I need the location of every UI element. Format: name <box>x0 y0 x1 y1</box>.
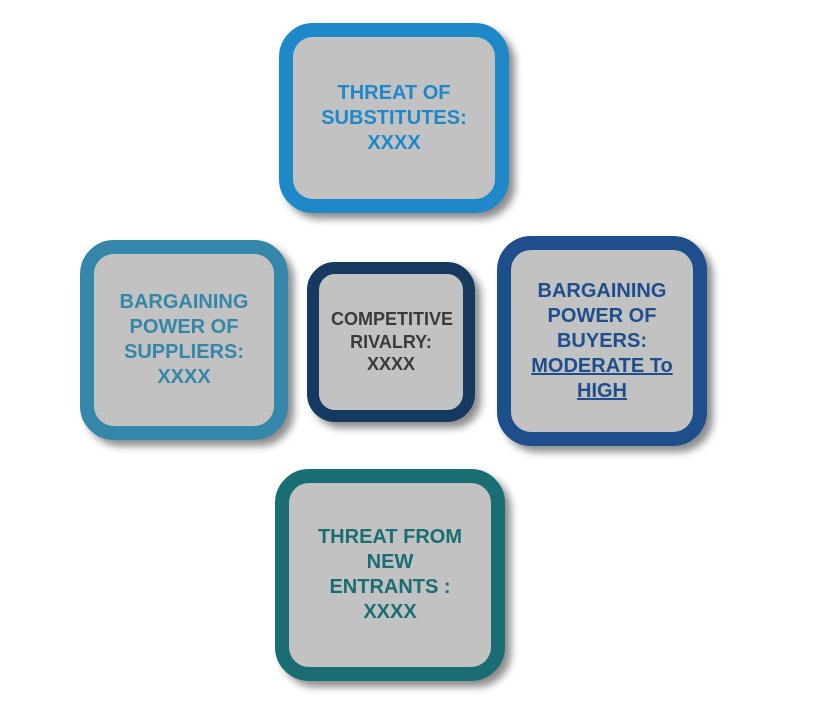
line: SUBSTITUTES: <box>321 107 467 129</box>
line: XXXX <box>367 354 415 374</box>
line: RIVALRY: <box>350 332 432 352</box>
line: BARGAINING <box>538 280 667 302</box>
line: NEW <box>367 551 414 573</box>
line: HIGH <box>577 380 627 402</box>
force-label: THREAT OF SUBSTITUTES: XXXX <box>305 81 483 156</box>
force-label: BARGAINING POWER OF SUPPLIERS: XXXX <box>106 290 262 390</box>
line: POWER OF <box>548 305 657 327</box>
line: BUYERS: <box>557 330 647 352</box>
line: POWER OF <box>130 316 239 338</box>
force-label: COMPETITIVE RIVALRY: XXXX <box>331 308 451 376</box>
force-box-rivalry: COMPETITIVE RIVALRY: XXXX <box>307 262 475 422</box>
force-box-new-entrants: THREAT FROM NEW ENTRANTS : XXXX <box>275 469 505 681</box>
line: ENTRANTS : <box>329 576 450 598</box>
line: THREAT FROM <box>318 526 462 548</box>
line: XXXX <box>367 132 420 154</box>
line: COMPETITIVE <box>331 309 453 329</box>
force-box-suppliers: BARGAINING POWER OF SUPPLIERS: XXXX <box>80 240 288 440</box>
line: SUPPLIERS: <box>124 341 244 363</box>
line: MODERATE To <box>531 355 672 377</box>
line: BARGAINING <box>120 291 249 313</box>
force-label: THREAT FROM NEW ENTRANTS : XXXX <box>301 525 479 625</box>
force-label: BARGAINING POWER OF BUYERS: MODERATE To … <box>523 279 681 404</box>
line: THREAT OF <box>338 82 451 104</box>
force-box-buyers: BARGAINING POWER OF BUYERS: MODERATE To … <box>497 236 707 446</box>
line: XXXX <box>157 366 210 388</box>
force-box-substitutes: THREAT OF SUBSTITUTES: XXXX <box>279 23 509 213</box>
line: XXXX <box>363 601 416 623</box>
